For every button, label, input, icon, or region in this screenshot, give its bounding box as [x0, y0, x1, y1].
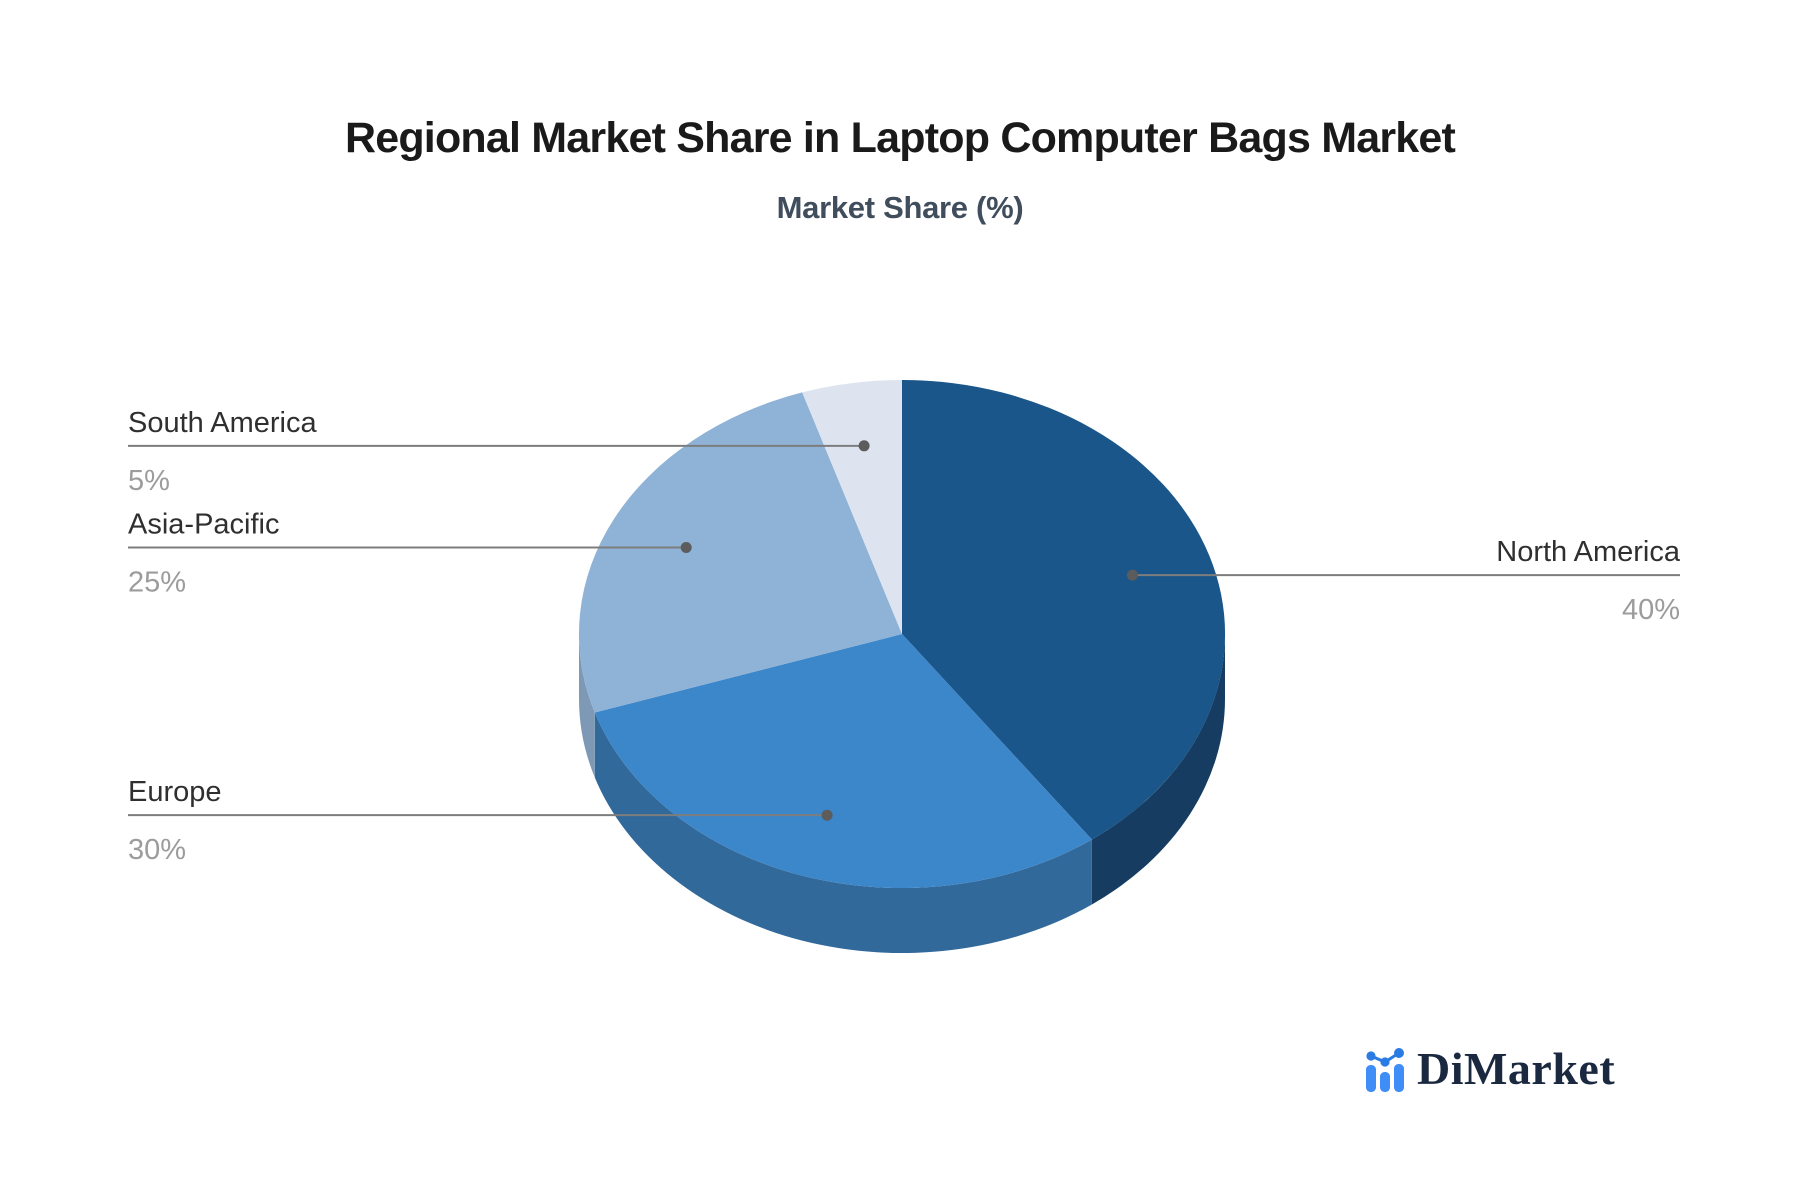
- dimarket-logo-text: DiMarket: [1417, 1043, 1616, 1094]
- bar-line-chart-icon: [1366, 1048, 1404, 1092]
- leader-dot-south-america: [858, 440, 870, 452]
- chart-title: Regional Market Share in Laptop Computer…: [344, 114, 1456, 162]
- pie-slice-side-north-america[interactable]: [1091, 634, 1225, 905]
- pie-slice-europe[interactable]: [594, 634, 1092, 889]
- slice-value-asia-pacific: 25%: [128, 567, 186, 599]
- slice-label-south-america: South America: [128, 407, 317, 439]
- leader-dot-europe: [821, 809, 833, 821]
- slice-value-south-america: 5%: [128, 465, 170, 497]
- slice-label-europe: Europe: [128, 776, 222, 808]
- slice-value-europe: 30%: [128, 834, 186, 866]
- slice-label-north-america: North America: [1496, 536, 1681, 568]
- pie-slice-north-america[interactable]: [902, 380, 1226, 840]
- leader-dot-asia-pacific: [680, 542, 692, 553]
- slice-value-north-america: 40%: [1622, 594, 1680, 626]
- brand-logo: DiMarket: [1366, 1040, 1615, 1092]
- pie-slice-south-america[interactable]: [802, 379, 902, 634]
- slice-label-asia-pacific: Asia-Pacific: [128, 509, 280, 541]
- pie-slice-asia-pacific[interactable]: [578, 392, 902, 713]
- leader-dot-north-america: [1126, 569, 1138, 581]
- chart-subtitle: Market Share (%): [776, 190, 1024, 225]
- pie-slice-side-europe[interactable]: [594, 712, 1092, 954]
- pie-slice-side-asia-pacific[interactable]: [579, 634, 595, 778]
